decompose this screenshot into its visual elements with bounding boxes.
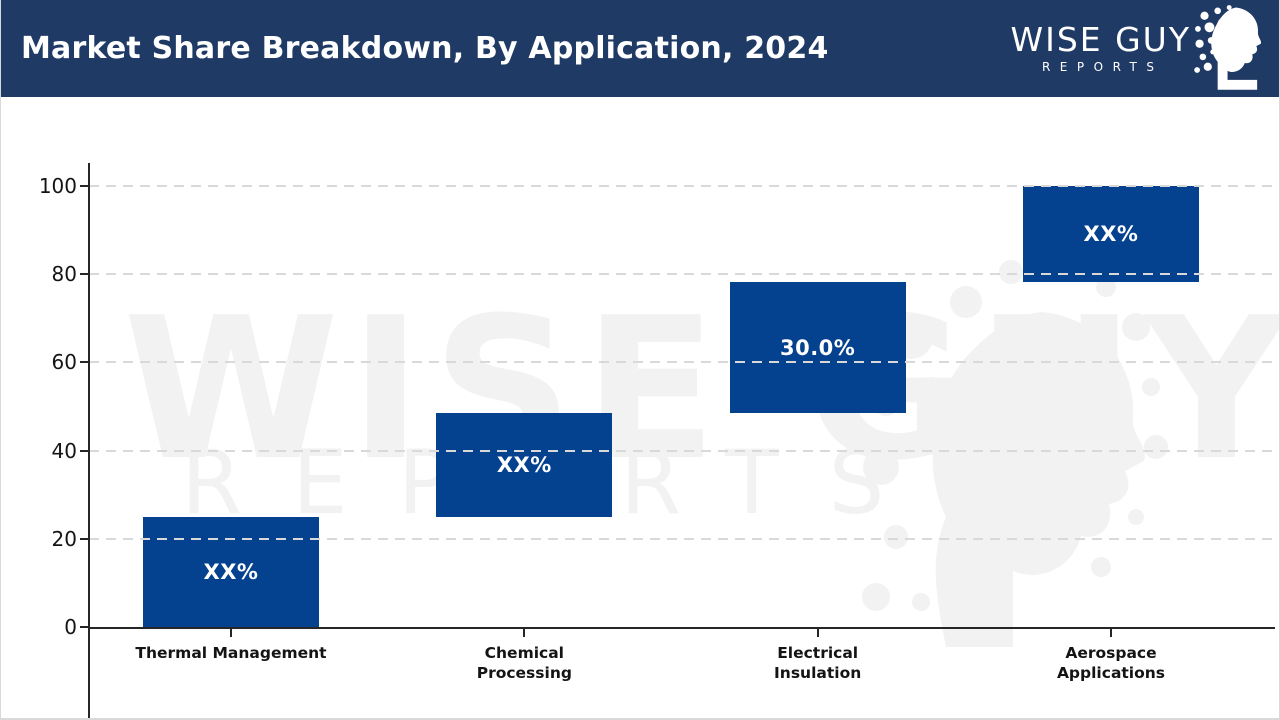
gridline [89,449,1275,452]
bar-value-label: XX% [203,559,259,584]
brand-subtitle: REPORTS [1041,59,1164,74]
y-axis-tick-mark [80,273,88,276]
gridline [89,273,1275,276]
brand-logo-text: WISE GUY REPORTS [1010,23,1191,74]
y-axis-tick-mark [80,185,88,187]
x-axis-category-label: Electrical Insulation [774,644,862,683]
y-axis-tick-label: 60 [51,350,77,375]
bar-value-label: XX% [496,452,552,477]
waterfall-chart: WISE GUY REPORTS 020406080100XX%Thermal … [1,97,1279,718]
y-axis-tick-label: 100 [38,174,77,198]
y-axis-line [88,163,90,718]
bar-value-label: 30.0% [779,335,856,360]
wiseguy-head-icon [1193,4,1267,94]
y-axis-tick-mark [80,626,88,628]
x-axis-tick-mark [523,629,526,637]
gridline [89,361,1275,364]
brand-name: WISE GUY [1010,20,1191,60]
x-axis-tick-mark [230,629,232,637]
x-axis-category-label: Chemical Processing [476,644,572,683]
brand-logo: WISE GUY REPORTS [1010,0,1267,97]
y-axis-tick-label: 80 [51,262,77,287]
header-bar: Market Share Breakdown, By Application, … [1,0,1279,97]
waterfall-bar: 30.0% [729,282,906,414]
x-axis-category-label: Thermal Management [135,644,327,662]
y-axis-tick-label: 40 [51,438,77,463]
bar-value-label: XX% [1083,222,1139,247]
gridline [89,537,1275,540]
y-axis-tick-mark [80,449,88,452]
y-axis-tick-mark [80,361,88,364]
x-axis-tick-mark [816,629,819,637]
x-axis-category-label: Aerospace Applications [1056,644,1166,683]
waterfall-bar: XX% [436,413,613,517]
chart-title: Market Share Breakdown, By Application, … [21,31,829,66]
y-axis-tick-mark [80,537,88,540]
x-axis-tick-mark [1109,629,1112,637]
y-axis-tick-label: 0 [64,615,77,639]
gridline [89,185,1275,187]
y-axis-tick-label: 20 [51,526,77,551]
waterfall-bar: XX% [143,516,319,627]
waterfall-bar: XX% [1022,186,1199,283]
x-axis-line [88,627,1275,629]
